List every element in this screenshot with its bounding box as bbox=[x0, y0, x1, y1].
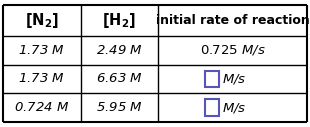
Text: 0.724 $\mathit{M}$: 0.724 $\mathit{M}$ bbox=[14, 101, 69, 114]
Text: $\mathbf{[H_2]}$: $\mathbf{[H_2]}$ bbox=[102, 11, 136, 30]
Text: 2.49 $\mathit{M}$: 2.49 $\mathit{M}$ bbox=[96, 44, 143, 57]
Text: $\mathbf{[N_2]}$: $\mathbf{[N_2]}$ bbox=[25, 11, 59, 30]
Text: 1.73 $\mathit{M}$: 1.73 $\mathit{M}$ bbox=[18, 44, 65, 57]
Bar bbox=[205, 71, 219, 87]
Text: 5.95 $\mathit{M}$: 5.95 $\mathit{M}$ bbox=[96, 101, 143, 114]
Text: $\mathit{M}$/s: $\mathit{M}$/s bbox=[222, 101, 247, 115]
Text: $0.725\ \mathit{M}$/s: $0.725\ \mathit{M}$/s bbox=[200, 43, 265, 57]
Bar bbox=[205, 99, 219, 116]
Text: 6.63 $\mathit{M}$: 6.63 $\mathit{M}$ bbox=[96, 73, 143, 85]
Text: initial rate of reaction: initial rate of reaction bbox=[156, 14, 309, 27]
Text: $\mathit{M}$/s: $\mathit{M}$/s bbox=[222, 72, 247, 86]
Text: 1.73 $\mathit{M}$: 1.73 $\mathit{M}$ bbox=[18, 73, 65, 85]
